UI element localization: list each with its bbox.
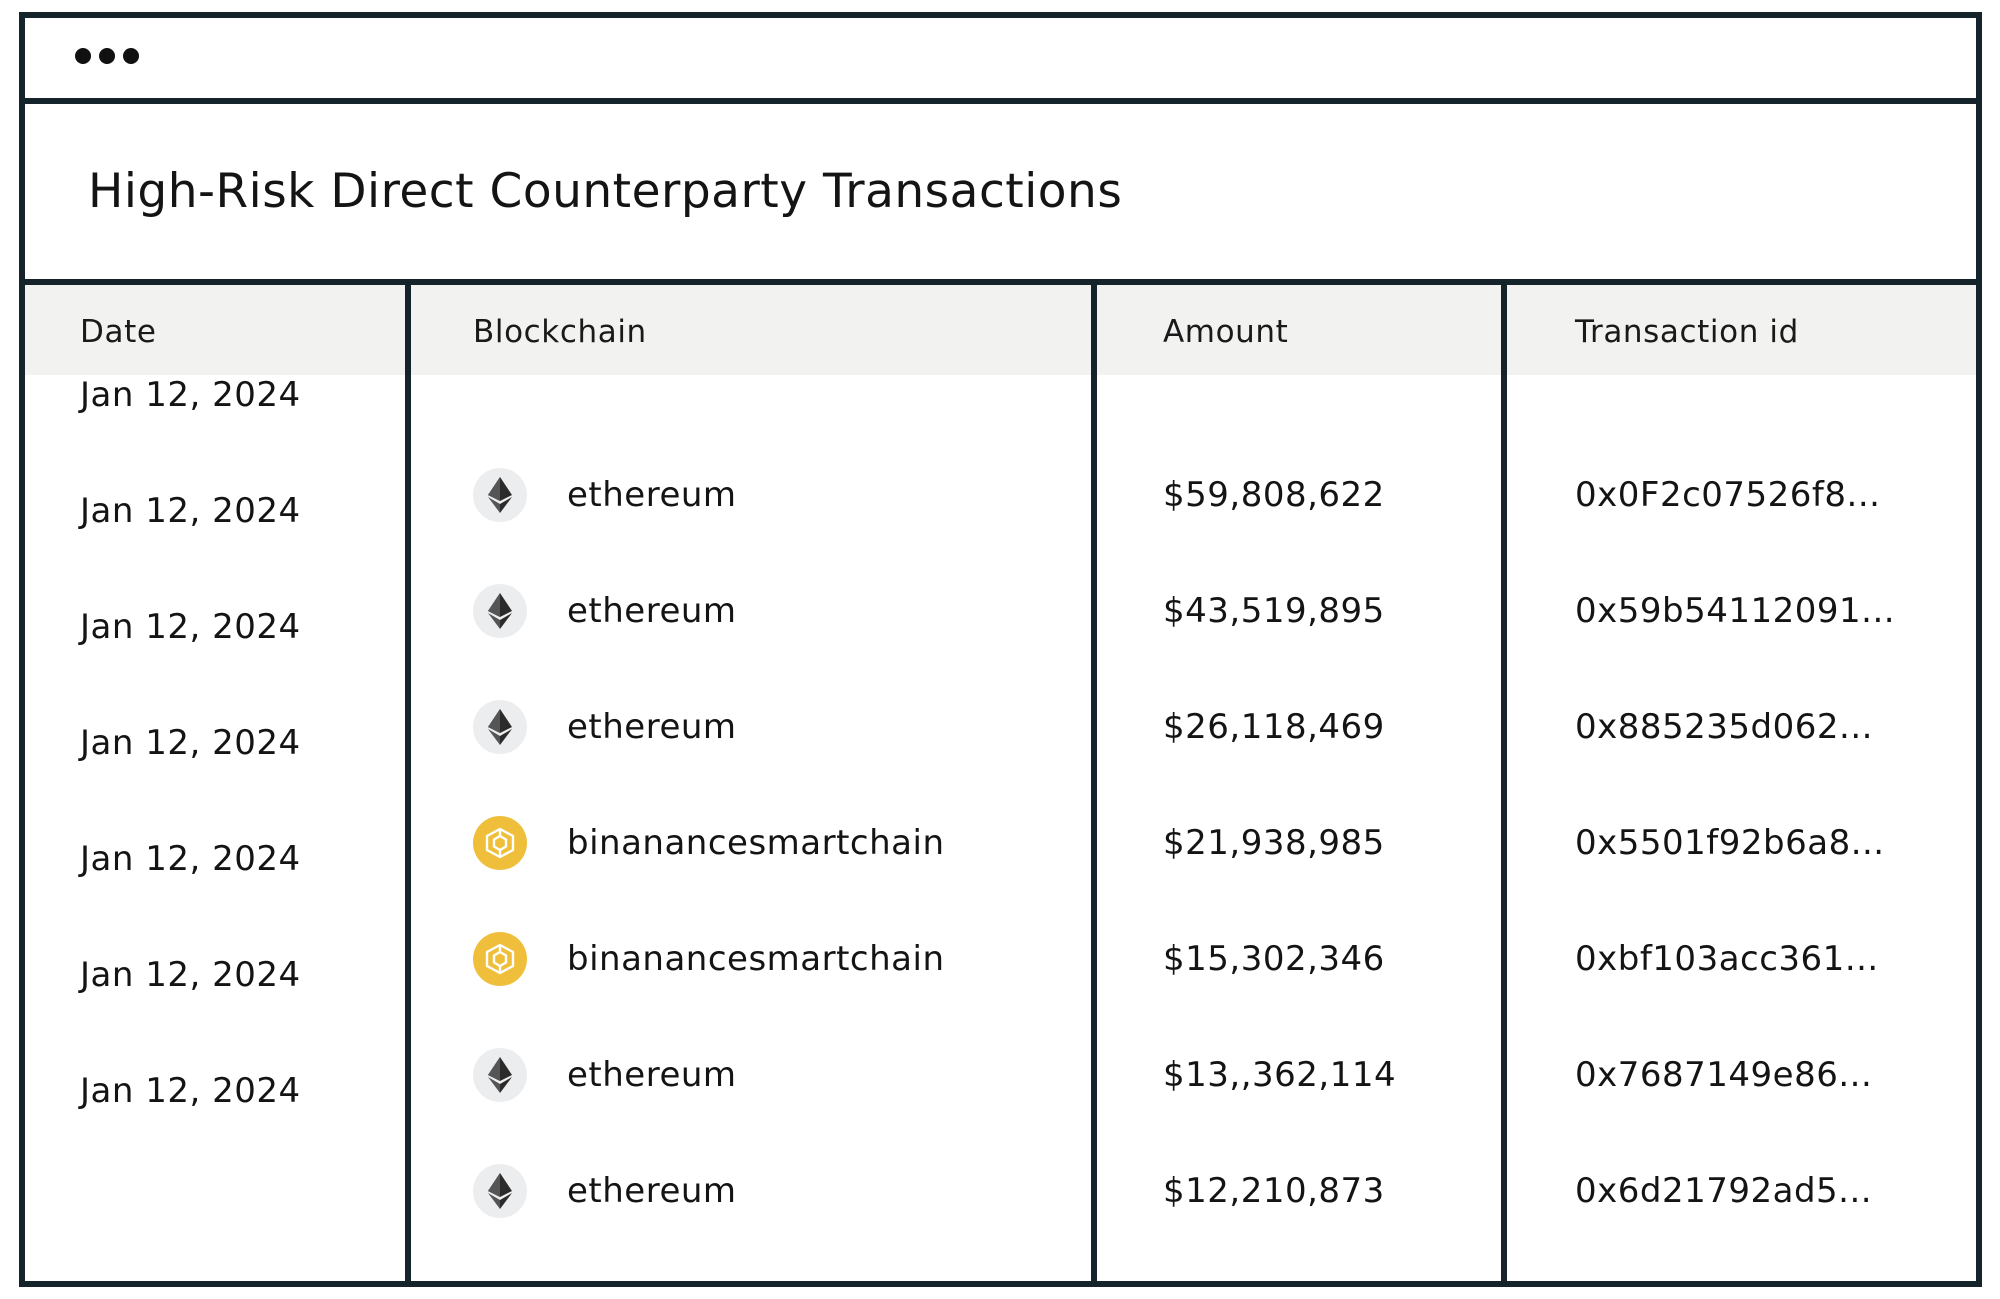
date-cell: Jan 12, 2024 [80, 491, 301, 531]
blockchain-cell: ethereum [473, 583, 737, 639]
window-frame: High-Risk Direct Counterparty Transactio… [19, 12, 1982, 1287]
transactions-table: Date Jan 12, 2024 Jan 12, 2024 Jan 12, 2… [25, 285, 1976, 1281]
transaction-id-link[interactable]: 0x59b54112091... [1575, 591, 1896, 631]
date-cell: Jan 12, 2024 [80, 1071, 301, 1111]
date-cell: Jan 12, 2024 [80, 375, 301, 415]
transaction-id-link[interactable]: 0x7687149e86... [1575, 1055, 1873, 1095]
page-title: High-Risk Direct Counterparty Transactio… [88, 164, 1123, 219]
amount-column: Amount $59,808,622 $43,519,895 $26,118,4… [1097, 285, 1501, 1281]
amount-cell: $12,210,873 [1163, 1171, 1385, 1211]
column-divider [1501, 285, 1507, 1281]
column-divider [1091, 285, 1097, 1281]
amount-cell: $26,118,469 [1163, 707, 1385, 747]
blockchain-cell: binanancesmartchain [473, 931, 945, 987]
transaction-id-link[interactable]: 0x5501f92b6a8... [1575, 823, 1885, 863]
ethereum-icon [473, 700, 527, 754]
blockchain-name: ethereum [567, 591, 737, 631]
transaction-id-link[interactable]: 0x885235d062... [1575, 707, 1873, 747]
dot-icon [75, 48, 91, 64]
column-divider [405, 285, 411, 1281]
dot-icon [99, 48, 115, 64]
transaction-id-link[interactable]: 0xbf103acc361... [1575, 939, 1879, 979]
date-cell: Jan 12, 2024 [80, 607, 301, 647]
column-header-label: Date [80, 314, 157, 350]
column-header-label: Amount [1163, 314, 1289, 350]
amount-cell: $13,,362,114 [1163, 1055, 1397, 1095]
ethereum-icon [473, 468, 527, 522]
column-header-amount[interactable]: Amount [1097, 285, 1501, 375]
date-column: Date Jan 12, 2024 Jan 12, 2024 Jan 12, 2… [25, 285, 405, 1281]
ethereum-icon [473, 584, 527, 638]
blockchain-name: ethereum [567, 1171, 737, 1211]
blockchain-name: binanancesmartchain [567, 939, 945, 979]
transaction-id-column: Transaction id 0x0F2c07526f8... 0x59b541… [1507, 285, 1976, 1281]
window-menu-dots[interactable] [75, 48, 139, 64]
dot-icon [123, 48, 139, 64]
column-header-label: Transaction id [1575, 314, 1799, 350]
date-cell: Jan 12, 2024 [80, 839, 301, 879]
ethereum-icon [473, 1164, 527, 1218]
transaction-id-link[interactable]: 0x6d21792ad5... [1575, 1171, 1873, 1211]
column-header-date[interactable]: Date [25, 285, 405, 375]
column-header-blockchain[interactable]: Blockchain [411, 285, 1091, 375]
amount-cell: $43,519,895 [1163, 591, 1385, 631]
blockchain-column: Blockchain ethereum ethereum ethereum [411, 285, 1091, 1281]
blockchain-name: ethereum [567, 1055, 737, 1095]
transaction-id-link[interactable]: 0x0F2c07526f8... [1575, 475, 1881, 515]
column-header-label: Blockchain [473, 314, 647, 350]
date-cell: Jan 12, 2024 [80, 723, 301, 763]
column-header-transaction-id[interactable]: Transaction id [1507, 285, 1976, 375]
blockchain-name: ethereum [567, 475, 737, 515]
blockchain-name: binanancesmartchain [567, 823, 945, 863]
window-titlebar [25, 18, 1976, 104]
blockchain-cell: ethereum [473, 699, 737, 755]
bnb-icon [473, 816, 527, 870]
amount-cell: $21,938,985 [1163, 823, 1385, 863]
blockchain-name: ethereum [567, 707, 737, 747]
date-cell: Jan 12, 2024 [80, 955, 301, 995]
ethereum-icon [473, 1048, 527, 1102]
blockchain-cell: binanancesmartchain [473, 815, 945, 871]
blockchain-cell: ethereum [473, 1163, 737, 1219]
amount-cell: $15,302,346 [1163, 939, 1385, 979]
page-header: High-Risk Direct Counterparty Transactio… [25, 104, 1976, 285]
blockchain-cell: ethereum [473, 1047, 737, 1103]
bnb-icon [473, 932, 527, 986]
amount-cell: $59,808,622 [1163, 475, 1385, 515]
blockchain-cell: ethereum [473, 467, 737, 523]
